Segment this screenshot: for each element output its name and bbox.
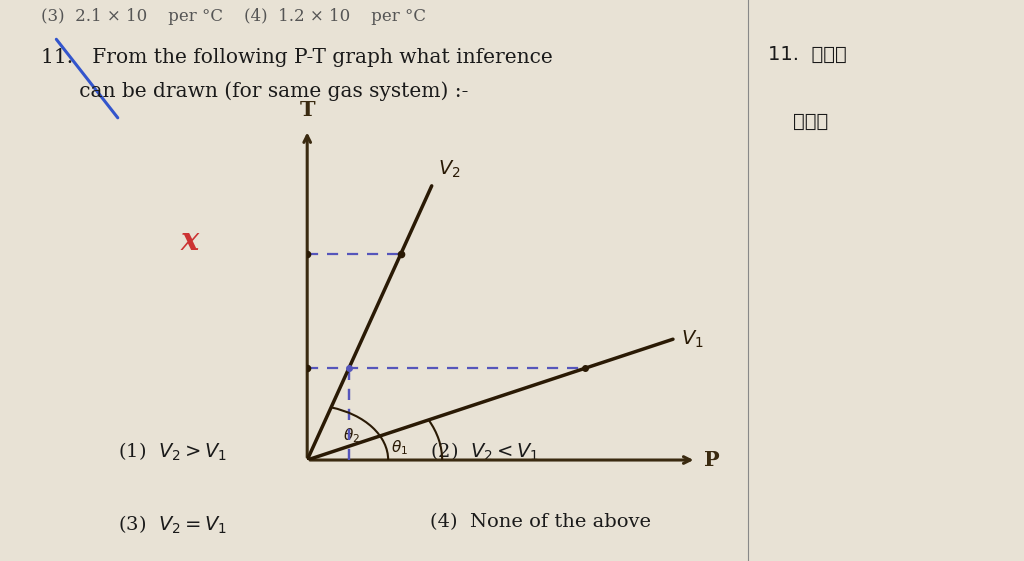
Text: $\theta_2$: $\theta_2$ [343,426,360,445]
Text: गैस: गैस [768,112,828,131]
Text: (3)  $V_2 = V_1$: (3) $V_2 = V_1$ [118,513,227,536]
Text: $V_1$: $V_1$ [681,329,703,350]
Text: can be drawn (for same gas system) :-: can be drawn (for same gas system) :- [41,81,468,101]
Text: T: T [299,100,315,121]
Text: (2)  $V_2 < V_1$: (2) $V_2 < V_1$ [430,440,540,463]
Text: 11.  निम: 11. निम [768,45,847,64]
Text: (1)  $V_2 > V_1$: (1) $V_2 > V_1$ [118,440,227,463]
Text: $V_2$: $V_2$ [438,158,461,180]
Text: $\theta_1$: $\theta_1$ [391,438,409,457]
Text: 11.   From the following P-T graph what inference: 11. From the following P-T graph what in… [41,48,553,67]
Text: x: x [180,226,199,257]
Text: (4)  None of the above: (4) None of the above [430,513,651,531]
Text: (3)  2.1 × 10    per °C    (4)  1.2 × 10    per °C: (3) 2.1 × 10 per °C (4) 1.2 × 10 per °C [41,8,426,25]
Text: P: P [705,450,720,470]
